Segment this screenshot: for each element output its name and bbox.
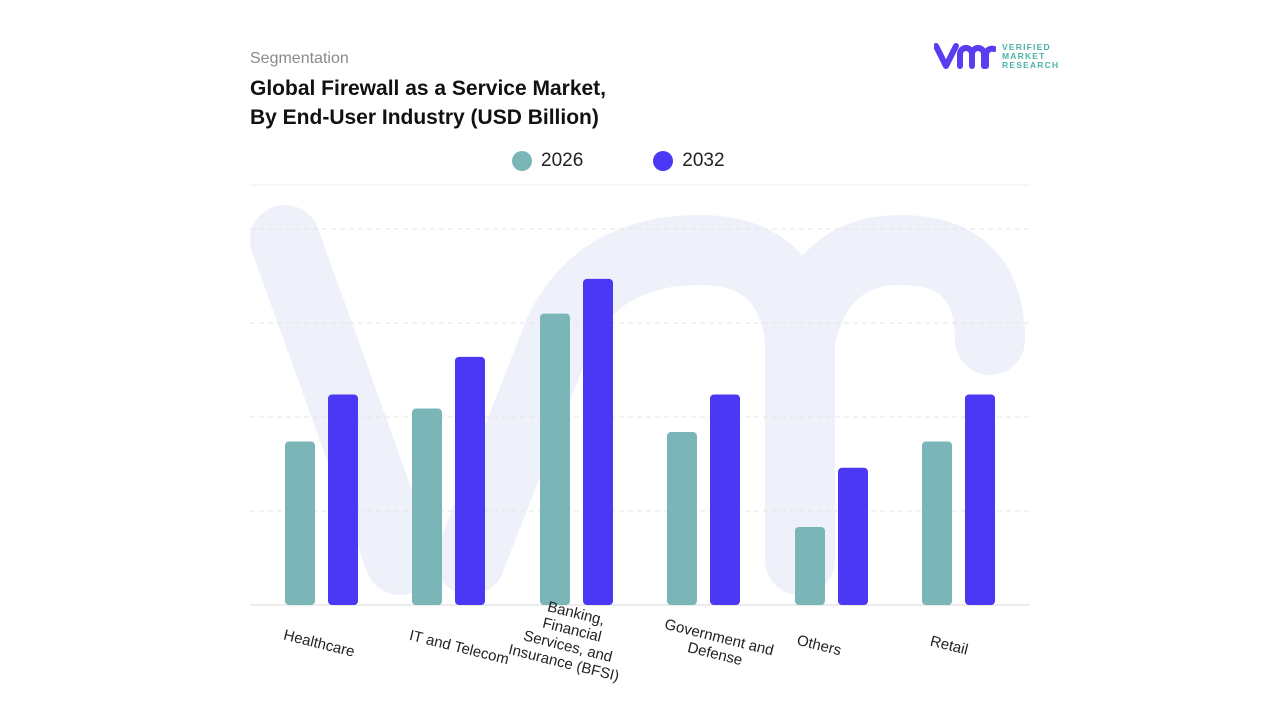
x-tick-label: Government andDefense [659,616,776,676]
logo: VERIFIED MARKET RESEARCH [934,42,1059,70]
x-tick-label: Healthcare [282,627,357,661]
x-tick-label: Retail [928,633,969,659]
bar-2032-2 [583,278,613,605]
bar-2026-1 [412,408,442,605]
vmr-logo-icon [934,43,996,69]
x-tick-label: IT and Telecom [408,627,511,668]
logo-line-1: VERIFIED [1002,41,1051,52]
logo-line-2: MARKET [1002,50,1046,61]
bar-2032-1 [455,356,485,605]
segment-label: Segmentation [250,50,349,67]
logo-line-3: RESEARCH [1002,59,1060,70]
bar-2032-3 [710,394,740,605]
chart-title: Global Firewall as a Service Market, By … [250,74,670,132]
bar-2032-0 [328,394,358,605]
x-tick-label: Others [795,632,843,659]
x-tick-label-line: IT and Telecom [408,627,511,668]
legend-label-2032: 2032 [682,150,725,171]
x-tick-label-line: Retail [928,633,969,659]
bar-2026-4 [795,526,825,605]
legend-item-2026: 2026 [512,150,583,172]
legend-item-2032: 2032 [653,150,725,172]
legend-swatch-2032 [653,151,674,171]
legend: 2026 2032 [512,150,725,172]
bar-2026-3 [667,432,697,605]
bar-2032-4 [838,467,868,605]
x-tick-label-line: Others [795,632,843,659]
title-line-2: By End-User Industry (USD Billion) [250,106,599,129]
bar-2026-5 [922,441,952,605]
bar-2026-0 [285,441,315,605]
legend-swatch-2026 [512,151,532,171]
bar-2032-5 [965,394,995,605]
title-line-1: Global Firewall as a Service Market, [250,77,607,100]
bar-2026-2 [540,313,570,605]
watermark-icon [250,205,1025,595]
x-tick-label-line: Healthcare [282,627,357,661]
legend-label-2026: 2026 [541,150,584,171]
